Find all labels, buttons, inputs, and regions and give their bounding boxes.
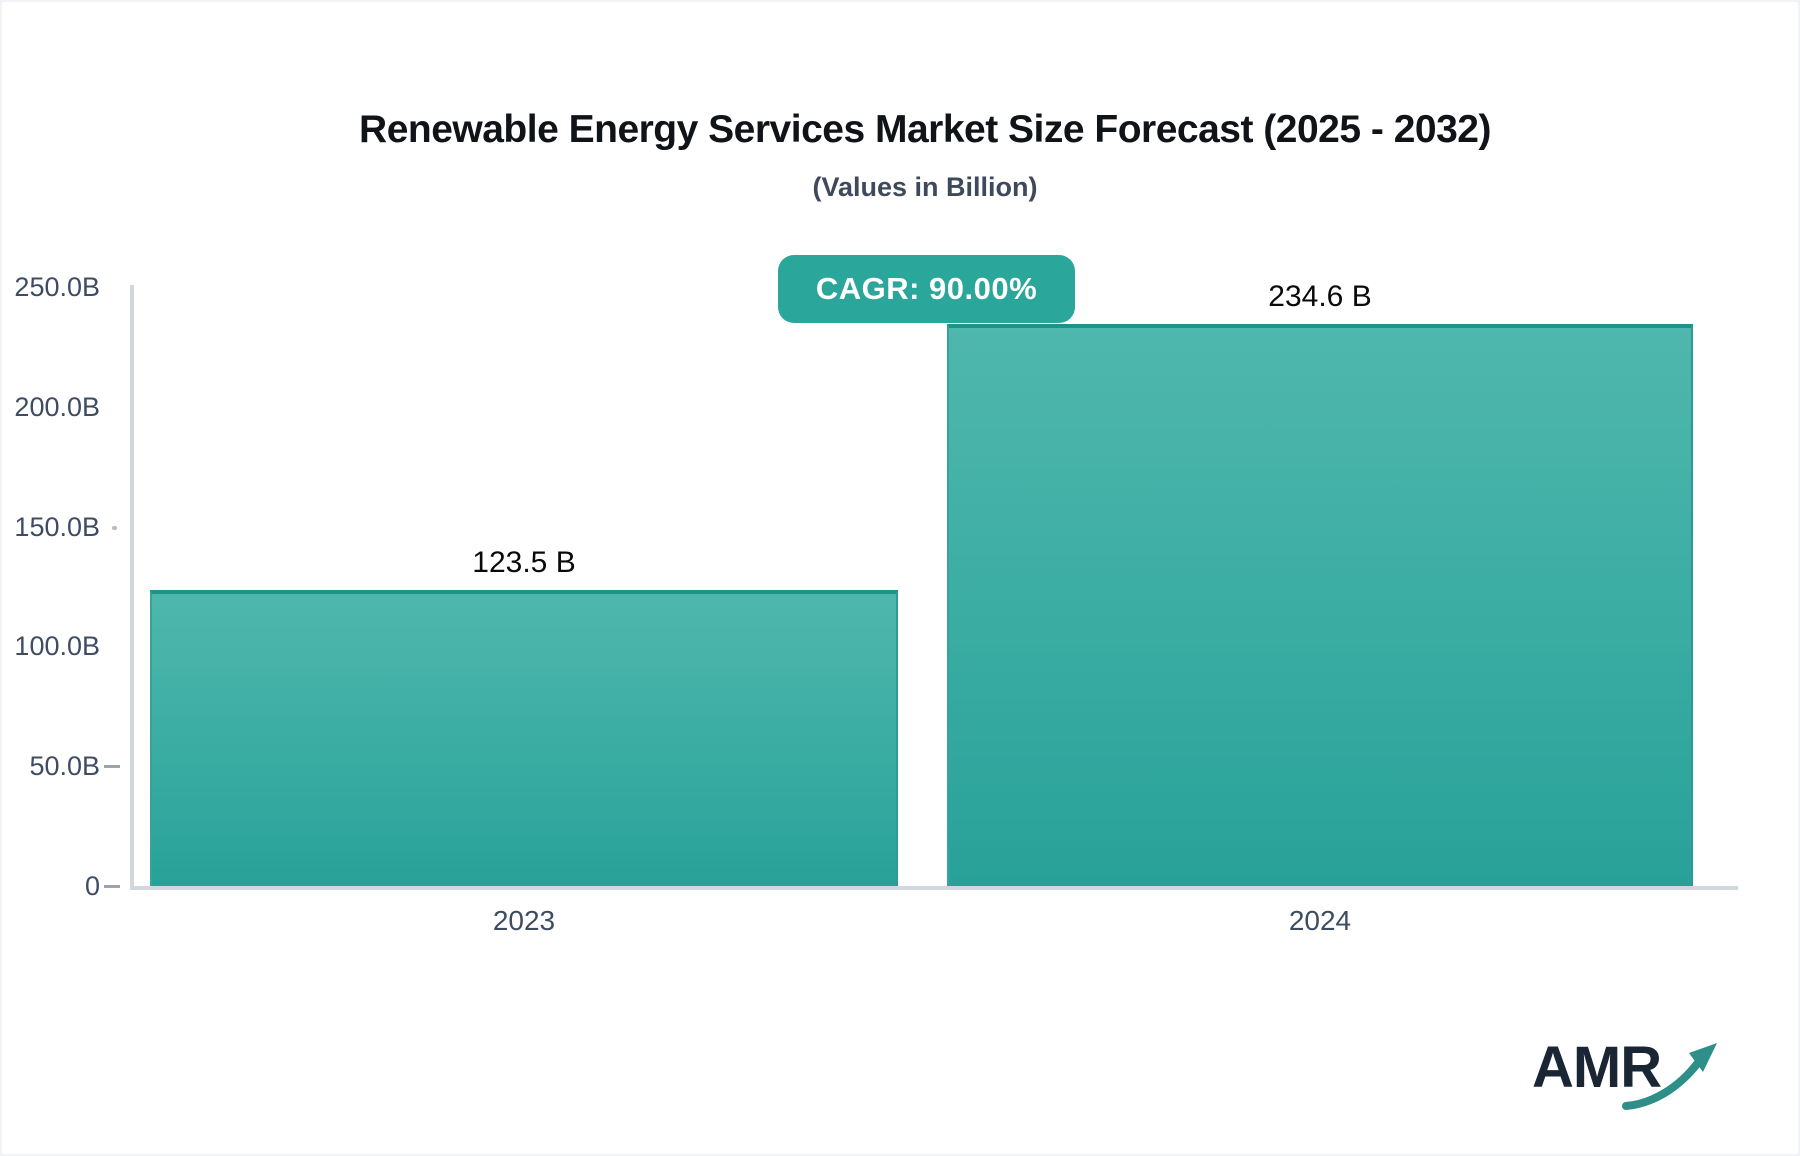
chart-subtitle: (Values in Billion)	[812, 172, 1038, 202]
y-tick-mark	[112, 526, 117, 530]
y-tick-mark	[104, 765, 120, 768]
bar-value-label-2023: 123.5 B	[472, 546, 576, 579]
y-tick-label: 100.0B	[14, 631, 100, 661]
y-axis-line	[130, 285, 134, 886]
growth-arrow-icon	[1622, 1043, 1717, 1110]
bar-value-label-2024: 234.6 B	[1268, 280, 1372, 313]
x-tick-label-2024: 2024	[1288, 905, 1352, 936]
amr-logo-text: AMR	[1532, 1035, 1662, 1100]
y-tick-label: 50.0B	[29, 751, 100, 781]
cagr-badge: CAGR: 90.00%	[778, 255, 1075, 323]
bar-2023[interactable]	[150, 590, 898, 886]
bar-2024[interactable]	[947, 324, 1693, 886]
y-tick-mark	[104, 885, 120, 888]
cagr-badge-label: CAGR: 90.00%	[815, 271, 1038, 306]
x-tick-label-2023: 2023	[492, 905, 556, 936]
x-axis-baseline	[130, 886, 1738, 890]
y-tick-label: 200.0B	[14, 392, 100, 422]
y-tick-label: 150.0B	[14, 512, 100, 542]
amr-logo: AMR	[1532, 1034, 1752, 1124]
chart-title: Renewable Energy Services Market Size Fo…	[359, 108, 1491, 151]
y-tick-label: 250.0B	[14, 272, 100, 302]
y-tick-label: 0	[84, 871, 100, 901]
